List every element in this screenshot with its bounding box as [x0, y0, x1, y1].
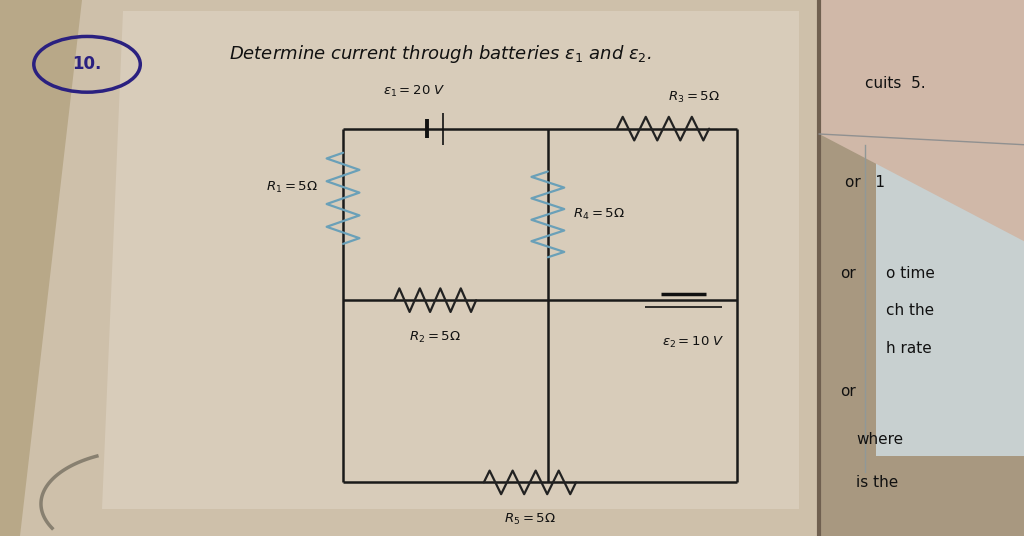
Text: $R_4=5\Omega$: $R_4=5\Omega$ — [573, 207, 626, 222]
Text: ch the: ch the — [886, 303, 934, 318]
Text: cuits  5.: cuits 5. — [865, 76, 926, 91]
Text: o time: o time — [886, 266, 935, 281]
Text: is the: is the — [856, 475, 898, 490]
Text: $R_5=5\Omega$: $R_5=5\Omega$ — [504, 512, 556, 527]
Text: $R_2=5\Omega$: $R_2=5\Omega$ — [410, 330, 461, 345]
Text: where: where — [856, 432, 903, 447]
Text: 10.: 10. — [73, 55, 101, 73]
Text: $\varepsilon_2=10\ V$: $\varepsilon_2=10\ V$ — [663, 335, 725, 350]
Text: or: or — [840, 384, 855, 399]
Text: $R_3=5\Omega$: $R_3=5\Omega$ — [668, 90, 720, 105]
Text: Determine current through batteries $\varepsilon_1$ and $\varepsilon_2$.: Determine current through batteries $\va… — [229, 42, 651, 65]
Polygon shape — [876, 0, 1024, 456]
Polygon shape — [20, 0, 819, 536]
Text: $R_1=5\Omega$: $R_1=5\Omega$ — [265, 180, 317, 195]
Polygon shape — [102, 11, 799, 509]
Text: $\varepsilon_1=20\ V$: $\varepsilon_1=20\ V$ — [383, 84, 446, 99]
Text: or   1: or 1 — [845, 175, 885, 190]
Polygon shape — [819, 0, 1024, 241]
Text: h rate: h rate — [886, 341, 932, 356]
Text: or: or — [840, 266, 855, 281]
Polygon shape — [819, 0, 1024, 536]
